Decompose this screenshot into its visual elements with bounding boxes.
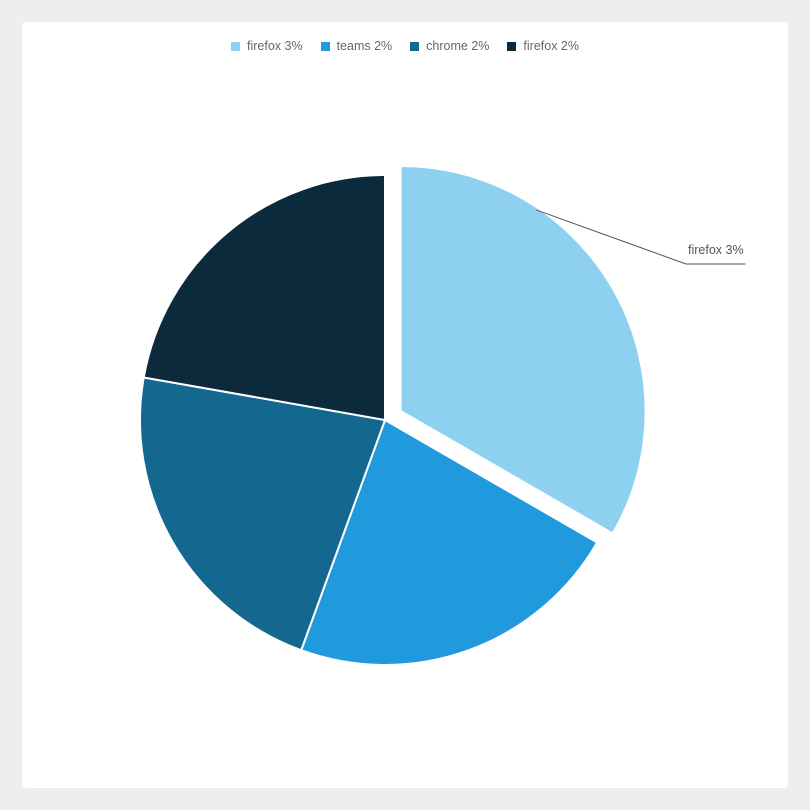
chart-card: firefox 3% teams 2% chrome 2% firefox 2%… (22, 22, 788, 788)
legend-item-firefox-3[interactable]: firefox 3% (230, 39, 303, 53)
pie-slice[interactable] (139, 376, 386, 652)
pie-slice[interactable] (399, 165, 647, 535)
pie-slice[interactable] (300, 419, 599, 666)
legend-item-firefox-2[interactable]: firefox 2% (507, 40, 579, 53)
square-marker-icon (507, 41, 517, 51)
legend-item-label: teams 2% (336, 39, 393, 53)
pie-annotations-group: firefox 3% (536, 209, 746, 265)
square-marker-icon (410, 41, 420, 51)
square-marker-icon (320, 41, 330, 51)
pie-slice[interactable] (142, 174, 386, 421)
legend-item-label: chrome 2% (426, 39, 490, 53)
pie-chart-svg: firefox 3% (139, 165, 746, 666)
legend-item-teams-2[interactable]: teams 2% (320, 39, 393, 53)
legend-item-label: firefox 3% (246, 39, 303, 53)
pie-slices-group (139, 165, 647, 666)
legend-item-chrome-2[interactable]: chrome 2% (410, 40, 489, 53)
chart-legend: firefox 3% teams 2% chrome 2% firefox 2% (22, 40, 788, 53)
legend-item-label: firefox 2% (523, 39, 579, 53)
callout-label: firefox 3% (688, 243, 744, 257)
square-marker-icon (230, 41, 240, 51)
pie-chart-plot-area: firefox 3% (22, 22, 788, 788)
callout-leader-line (536, 209, 687, 265)
